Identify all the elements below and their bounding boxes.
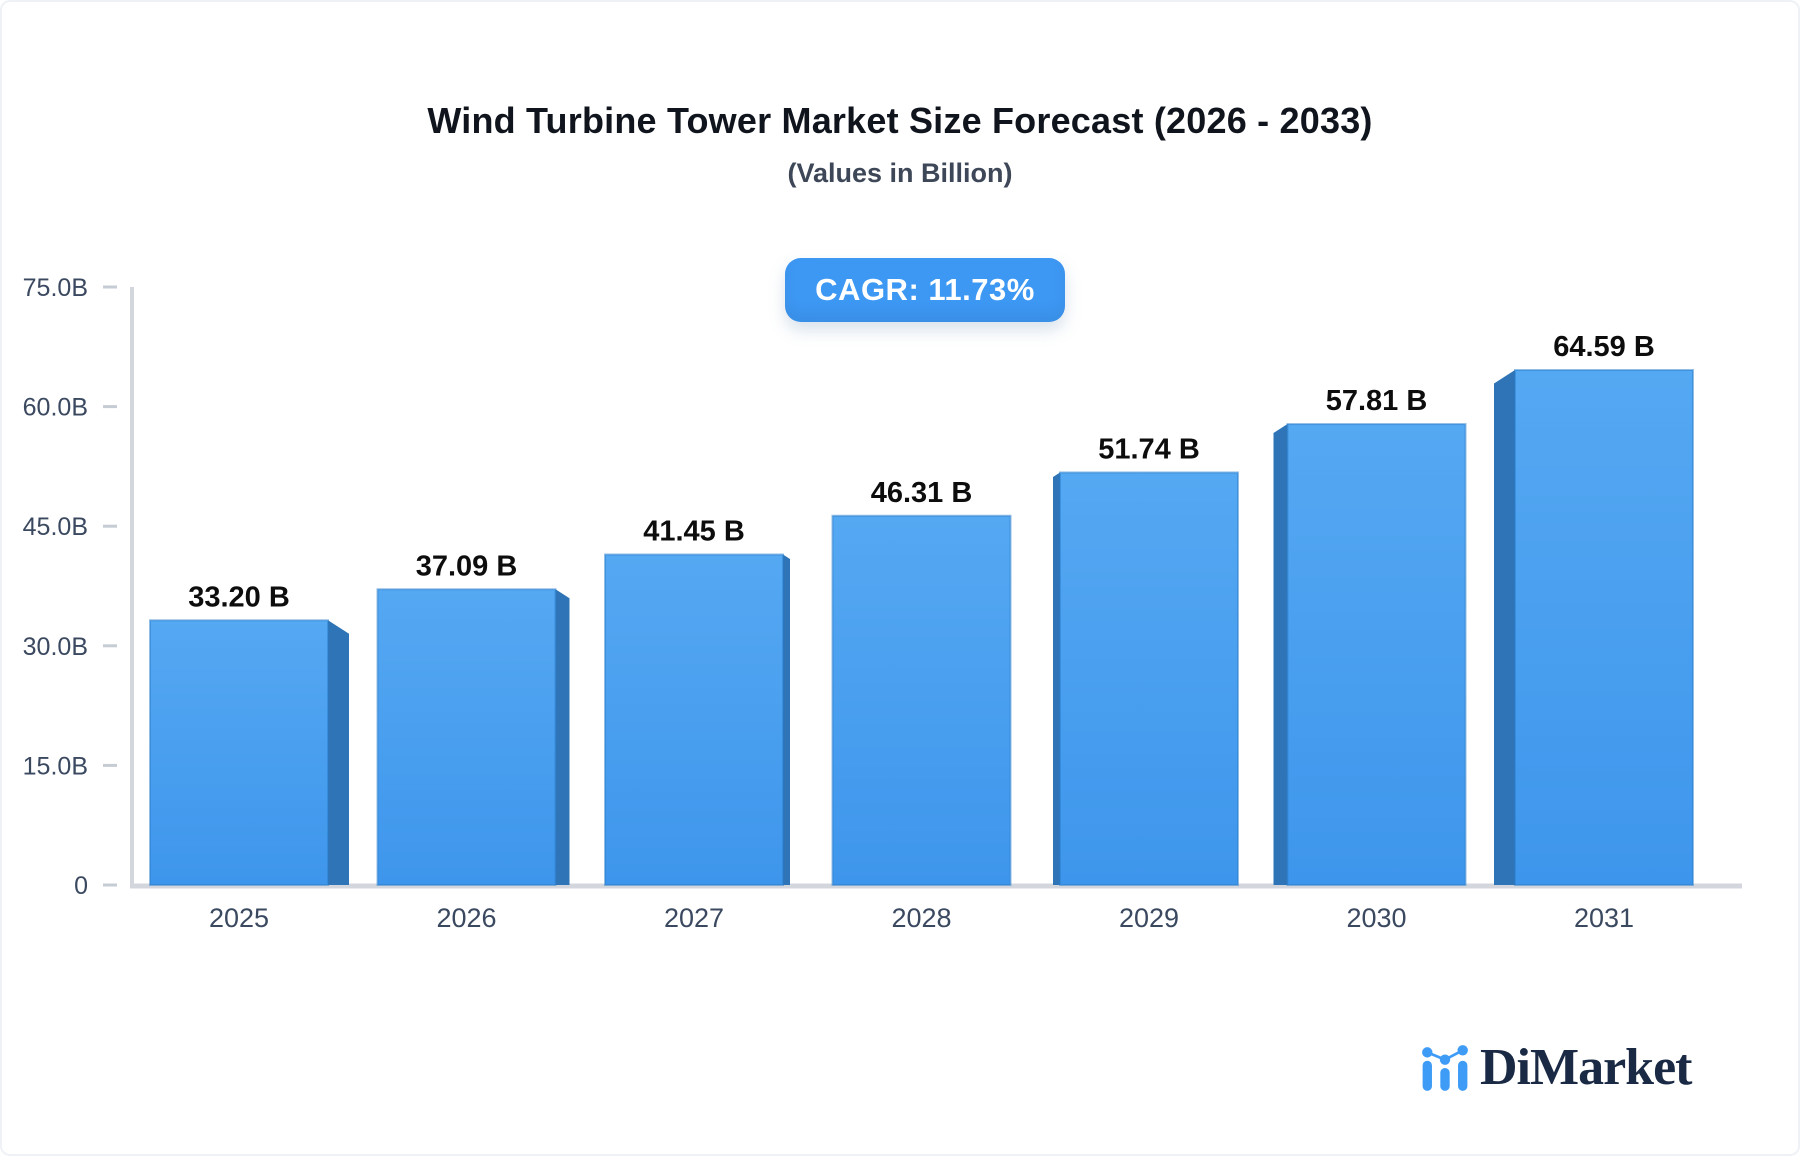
bar-front-face[interactable] [1514,369,1694,887]
bar-side-face [1494,370,1515,885]
x-category-label: 2031 [1574,903,1634,933]
bar-2026[interactable] [376,588,570,886]
bar-2027[interactable] [604,553,790,886]
brand-logo: DiMarket [1420,1039,1692,1096]
axis-layer: 75.0B 60.0B 45.0B 30.0B 15.0B 0 [23,274,1742,900]
bar-value-label: 37.09 B [416,550,518,582]
y-tick-mark [103,763,117,767]
bar-front-face[interactable] [1059,471,1239,886]
bar-2030[interactable] [1273,423,1467,886]
y-tick-label: 60.0B [23,394,88,422]
bar-2028[interactable] [831,514,1012,886]
bar-front-face[interactable] [376,588,557,886]
cagr-badge: CAGR: 11.73% [785,258,1065,322]
x-category-label: 2027 [664,903,724,933]
brand-logo-text: DiMarket [1480,1039,1692,1096]
bars-layer [149,369,1694,887]
bar-side-face [555,589,570,885]
bar-front-face[interactable] [831,514,1012,886]
bar-2031[interactable] [1494,369,1694,887]
bar-front-face[interactable] [1286,423,1467,886]
y-tick-label: 45.0B [23,513,88,541]
y-tick-label: 30.0B [23,633,88,661]
x-category-label: 2028 [891,903,951,933]
chart-title: Wind Turbine Tower Market Size Forecast … [427,100,1373,141]
bar-2025[interactable] [149,619,349,886]
bar-front-face[interactable] [604,553,784,886]
bar-value-label: 57.81 B [1326,385,1428,417]
bar-2029[interactable] [1053,471,1239,886]
y-tick-mark [103,285,117,289]
bar-side-face [328,620,349,885]
y-tick-mark [103,883,117,887]
bar-value-label: 33.20 B [188,581,290,613]
bar-front-face[interactable] [149,619,329,886]
chart-subtitle: (Values in Billion) [787,158,1013,188]
x-category-label: 2025 [209,903,269,933]
bar-side-face [783,554,790,885]
bar-value-label: 46.31 B [871,477,973,509]
y-tick-mark [103,524,117,528]
mini-bar-chart-icon [1422,1045,1468,1091]
bar-value-label: 41.45 B [643,516,745,548]
y-tick-label: 0 [74,872,88,900]
y-tick-mark [103,644,117,648]
bar-side-face [1053,472,1060,885]
x-axis-line [130,883,1742,889]
y-tick-label: 75.0B [23,274,88,302]
x-category-label: 2030 [1346,903,1406,933]
bar-value-label: 64.59 B [1553,331,1655,363]
labels-layer: 33.20 B 2025 37.09 B 2026 41.45 B 2027 46.31 B… [188,331,1655,933]
bar-value-label: 51.74 B [1098,433,1200,465]
bar-side-face [1273,424,1288,885]
y-tick-label: 15.0B [23,752,88,780]
y-axis-line [130,287,134,888]
x-category-label: 2026 [436,903,496,933]
y-tick-mark [103,405,117,409]
x-category-label: 2029 [1119,903,1179,933]
